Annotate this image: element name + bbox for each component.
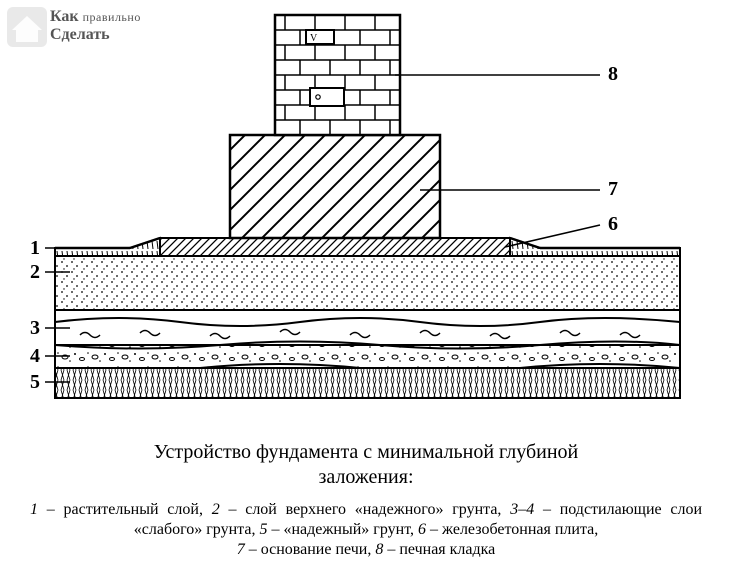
legend-t-2: слой верхнего «надежного» грунта bbox=[245, 501, 497, 518]
label-1: 1 bbox=[30, 237, 40, 260]
legend-n-7: 8 bbox=[375, 541, 383, 558]
caption-line1: Устройство фундамента с минимальной глуб… bbox=[154, 441, 578, 463]
figure-caption: Устройство фундамента с минимальной глуб… bbox=[30, 440, 702, 490]
figure-legend: 1 – растительный слой, 2 – слой верхнего… bbox=[30, 500, 702, 560]
label-3: 3 bbox=[30, 317, 40, 340]
legend-t-7: печная кладка bbox=[399, 541, 495, 558]
label-5: 5 bbox=[30, 371, 40, 394]
legend-t-4: «надежный» грунт bbox=[283, 521, 410, 538]
legend-t-1: растительный слой bbox=[64, 501, 199, 518]
legend-n-4: 5 bbox=[259, 521, 267, 538]
legend-n-6: 7 bbox=[237, 541, 245, 558]
label-4: 4 bbox=[30, 345, 40, 368]
legend-n-3: 3–4 bbox=[510, 501, 534, 518]
diagram-canvas: Как правильно Сделать bbox=[0, 0, 732, 563]
legend-t-6: основание печи bbox=[261, 541, 368, 558]
legend-n-2: 2 bbox=[212, 501, 220, 518]
label-6: 6 bbox=[608, 213, 618, 236]
label-7: 7 bbox=[608, 178, 618, 201]
legend-n-5: 6 bbox=[418, 521, 426, 538]
label-8: 8 bbox=[608, 63, 618, 86]
label-2: 2 bbox=[30, 261, 40, 284]
section-drawing: V bbox=[0, 0, 732, 430]
caption-line2: заложения: bbox=[318, 466, 413, 488]
legend-t-5: железобетонная плита bbox=[442, 521, 594, 538]
legend-n-1: 1 bbox=[30, 501, 38, 518]
svg-text:V: V bbox=[310, 33, 318, 44]
